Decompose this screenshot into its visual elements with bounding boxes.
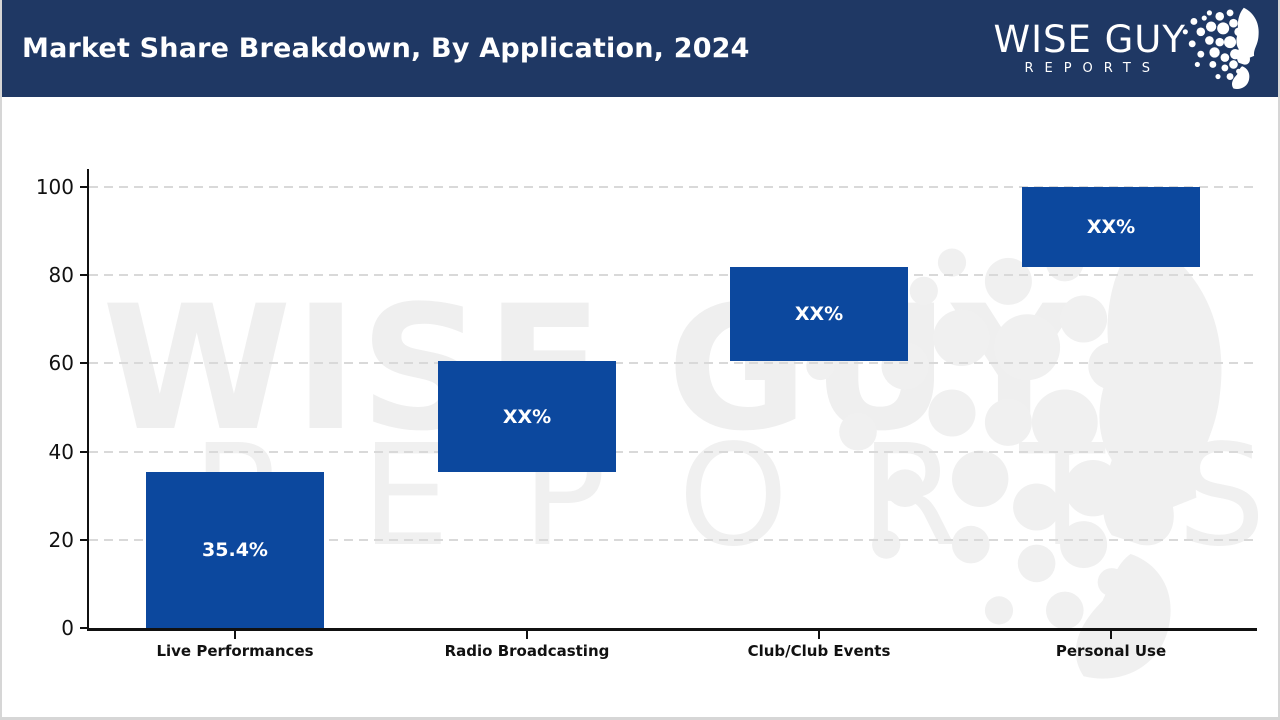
y-axis-tick-label: 80 xyxy=(48,263,74,288)
bar-value-label: XX% xyxy=(502,405,552,428)
bar-2: XX% xyxy=(438,361,616,472)
x-axis-tick xyxy=(1110,630,1112,639)
x-axis-category-label: Club/Club Events xyxy=(747,642,891,660)
y-axis-tick xyxy=(80,186,89,188)
x-axis-category-label: Radio Broadcasting xyxy=(444,642,610,660)
y-axis-tick xyxy=(80,627,89,629)
chart-title: Market Share Breakdown, By Application, … xyxy=(22,33,750,64)
y-axis-tick-label: 100 xyxy=(35,175,74,199)
y-axis-tick-label: 20 xyxy=(48,527,74,552)
y-axis-tick-label: 60 xyxy=(48,351,74,376)
logo-subtitle: REPORTS xyxy=(1024,61,1162,76)
logo-wordmark: WISE GUY xyxy=(993,18,1186,61)
bar-4: XX% xyxy=(1022,187,1200,268)
gridline-100 xyxy=(89,186,1257,188)
x-axis-tick xyxy=(526,630,528,639)
bar-1: 35.4% xyxy=(146,471,324,628)
bar-value-label: 35.4% xyxy=(202,538,268,561)
y-axis-line xyxy=(87,169,89,631)
y-axis-tick xyxy=(80,450,89,453)
gridline-80 xyxy=(89,274,1257,277)
x-axis-category-label: Personal Use xyxy=(1055,642,1167,660)
x-axis-tick xyxy=(234,630,236,639)
y-axis-tick xyxy=(80,274,89,277)
bar-value-label: XX% xyxy=(1086,216,1136,239)
x-axis-line xyxy=(89,628,1257,631)
y-axis-tick-label: 0 xyxy=(61,616,74,640)
x-axis-tick xyxy=(818,630,820,639)
bar-value-label: XX% xyxy=(794,303,844,326)
y-axis-tick xyxy=(80,538,89,541)
bar-3: XX% xyxy=(730,267,908,362)
wise-guy-logo-text: WISE GUY REPORTS xyxy=(994,21,1186,76)
y-axis-tick-label: 40 xyxy=(48,439,74,464)
y-axis-tick xyxy=(80,362,89,365)
dotted-head-icon xyxy=(1172,6,1264,92)
header-bar: Market Share Breakdown, By Application, … xyxy=(2,0,1278,97)
gridline-40 xyxy=(89,450,1257,453)
wise-guy-logo: WISE GUY REPORTS xyxy=(994,6,1264,92)
gridline-20 xyxy=(89,538,1257,541)
chart-area: WISE GUY REPORTS 0 20 40 60 80 100 35.4% Live P… xyxy=(2,97,1278,720)
x-axis-category-label: Live Performances xyxy=(156,642,314,660)
gridline-60 xyxy=(89,362,1257,365)
